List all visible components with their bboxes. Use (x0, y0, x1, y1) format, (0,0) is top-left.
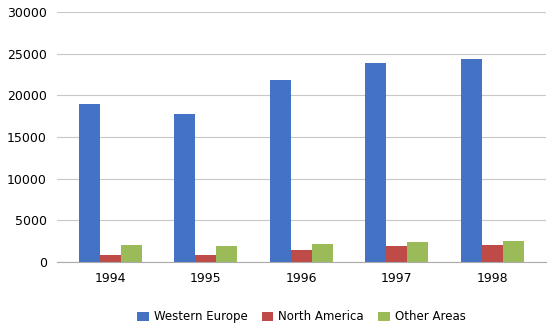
Bar (366, 63, 387, 262)
Bar (387, 246, 408, 262)
Bar (174, 114, 195, 262)
Bar (216, 246, 237, 262)
Bar (408, 242, 429, 262)
Bar (291, 250, 312, 262)
Bar (461, 59, 482, 262)
Bar (482, 245, 503, 262)
Bar (79, 104, 100, 262)
Bar (195, 255, 216, 262)
Legend: Western Europe, North America, Other Areas: Western Europe, North America, Other Are… (133, 305, 470, 328)
Bar (100, 255, 121, 262)
Bar (121, 245, 142, 262)
Bar (503, 241, 524, 262)
Bar (312, 244, 333, 262)
Bar (270, 80, 291, 262)
